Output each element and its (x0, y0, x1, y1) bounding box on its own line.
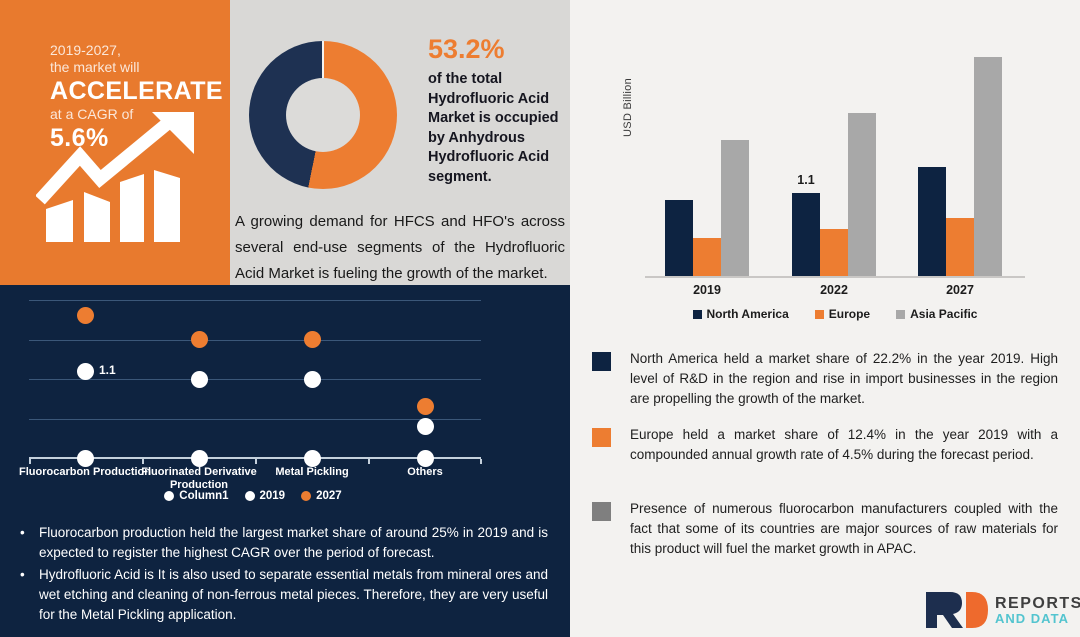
legend-dot-icon (244, 491, 255, 501)
bar-asia-pacific-2022 (848, 113, 876, 276)
dot-category-label: Others (407, 466, 443, 478)
legend-label: Europe (828, 307, 871, 321)
region-bullet-north-america: North America held a market share of 22.… (592, 349, 1058, 409)
logo-line-and-data: AND DATA (995, 610, 1069, 626)
dot-2019-1 (76, 362, 94, 380)
bar-x-label: 2027 (946, 283, 974, 297)
axis-tick (480, 459, 482, 464)
dot-column1-1 (76, 449, 94, 467)
bar-europe-2022 (820, 229, 848, 276)
legend-label: 2027 (316, 490, 342, 502)
legend-item-europe: Europe (814, 307, 871, 321)
region-bullet-apac: Presence of numerous fluorocarbon manufa… (592, 499, 1058, 559)
cagr-period: 2019-2027, (50, 42, 121, 58)
cagr-line2: the market will (50, 59, 140, 75)
applications-panel: Fluorocarbon Production Fluorinated Deri… (0, 285, 570, 637)
bullet-square-icon (592, 428, 611, 447)
cagr-accelerate: ACCELERATE (50, 77, 223, 105)
dot-category-label: Fluorinated Derivative Production (141, 466, 257, 491)
legend-item-north-america: North America (692, 307, 789, 321)
legend-label: 2019 (259, 490, 286, 502)
logo-wordmark: REPORTS AND DATA (995, 595, 1080, 626)
legend-item-column1: Column1 (164, 490, 229, 502)
dot-category-label: Metal Pickling (275, 466, 349, 478)
gridline (29, 339, 481, 341)
region-bullet-europe: Europe held a market share of 12.4% in t… (592, 425, 1058, 465)
regional-bar-chart: 1.1 (645, 46, 1025, 278)
application-dot-chart: Fluorocarbon Production Fluorinated Deri… (0, 285, 570, 517)
reports-and-data-logo: REPORTS AND DATA (926, 592, 1080, 628)
application-bullets: Fluorocarbon production held the largest… (20, 523, 548, 627)
legend-square-icon (896, 309, 906, 319)
bar-north-america-2022 (792, 193, 820, 276)
cagr-text-block: 2019-2027, the market will ACCELERATE at… (50, 42, 223, 153)
bar-data-label: 1.1 (797, 172, 815, 187)
bullet-square-icon (592, 352, 611, 371)
dot-2019-4 (416, 417, 434, 435)
bar-europe-2027 (946, 218, 974, 276)
bullet-metal-pickling: Hydrofluoric Acid is It is also used to … (20, 565, 548, 625)
cagr-line4: at a CAGR of (50, 106, 134, 122)
dot-chart-legend: Column1 2019 2027 (0, 490, 538, 502)
bar-chart-y-axis-label: USD Billion (622, 78, 634, 137)
donut-chart (249, 41, 397, 189)
dot-2019-2 (190, 370, 208, 388)
dot-2019-3 (303, 370, 321, 388)
gridline (29, 418, 481, 420)
bar-x-label: 2022 (820, 283, 848, 297)
dot-2027-4 (416, 398, 434, 416)
dot-2027-3 (303, 331, 321, 348)
bar-asia-pacific-2027 (974, 57, 1002, 276)
regional-panel: USD Billion 1.1 2019 2022 2027 North Ame… (570, 0, 1080, 637)
legend-item-2019: 2019 (244, 490, 286, 502)
dot-2027-1 (76, 307, 94, 325)
donut-stat-value: 53.2% (428, 34, 505, 64)
gridline (29, 300, 481, 301)
rd-monogram-icon (926, 592, 988, 628)
axis-tick (142, 459, 144, 464)
dot-column1-4 (416, 449, 434, 467)
bullet-text: Presence of numerous fluorocarbon manufa… (630, 501, 1058, 556)
axis-tick (368, 459, 370, 464)
bar-north-america-2019 (665, 200, 693, 276)
logo-line-reports: REPORTS (995, 594, 1080, 612)
legend-label: Asia Pacific (910, 307, 978, 321)
legend-dot-icon (301, 491, 312, 501)
donut-stat-block: 53.2% of the total Hydrofluoric Acid Mar… (428, 34, 568, 187)
donut-card: 53.2% of the total Hydrofluoric Acid Mar… (230, 0, 570, 285)
bullet-fluorocarbon: Fluorocarbon production held the largest… (20, 523, 548, 563)
bar-asia-pacific-2019 (721, 140, 749, 276)
axis-tick (29, 459, 31, 464)
bullet-text: Europe held a market share of 12.4% in t… (630, 427, 1058, 462)
legend-item-2027: 2027 (301, 490, 342, 502)
donut-stat-desc: of the total Hydrofluoric Acid Market is… (428, 71, 559, 185)
legend-label: North America (706, 307, 789, 321)
bar-north-america-2027 (918, 167, 946, 276)
axis-tick (255, 459, 257, 464)
dot-column1-3 (303, 449, 321, 467)
legend-item-asia-pacific: Asia Pacific (896, 307, 977, 321)
market-growth-paragraph: A growing demand for HFCS and HFO's acro… (235, 213, 565, 282)
bar-europe-2019 (693, 238, 721, 276)
legend-square-icon (814, 309, 824, 319)
x-axis-line (29, 457, 481, 459)
legend-label: Column1 (179, 490, 229, 502)
dot-data-label: 1.1 (99, 363, 116, 378)
gridline (29, 379, 481, 380)
legend-dot-icon (164, 491, 175, 501)
cagr-card: 2019-2027, the market will ACCELERATE at… (0, 0, 230, 285)
bar-x-label: 2019 (693, 283, 721, 297)
dot-column1-2 (190, 449, 208, 467)
bullet-text: North America held a market share of 22.… (630, 351, 1058, 406)
bullet-square-icon (592, 502, 611, 521)
dot-2027-2 (190, 331, 208, 348)
dot-category-label: Fluorocarbon Production (19, 466, 151, 478)
donut-hole (286, 78, 360, 152)
bar-chart-legend: North America Europe Asia Pacific (645, 307, 1025, 321)
legend-square-icon (692, 309, 702, 319)
growth-arrow-icon (36, 112, 194, 242)
